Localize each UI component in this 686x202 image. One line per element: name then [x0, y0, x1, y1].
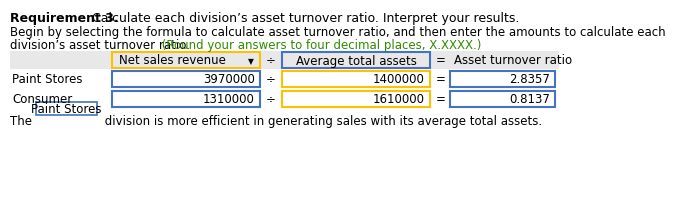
Text: 2.8357: 2.8357 — [509, 73, 550, 86]
Text: ÷: ÷ — [266, 93, 276, 106]
Bar — [450, 72, 555, 87]
Text: Net sales revenue: Net sales revenue — [119, 54, 226, 67]
Text: (Round your answers to four decimal places, X.XXXX.): (Round your answers to four decimal plac… — [158, 39, 482, 52]
Text: 1310000: 1310000 — [203, 93, 255, 106]
Text: ÷: ÷ — [266, 73, 276, 86]
Text: Calculate each division’s asset turnover ratio. Interpret your results.: Calculate each division’s asset turnover… — [88, 12, 519, 25]
Text: 1400000: 1400000 — [373, 73, 425, 86]
Bar — [10, 52, 559, 70]
Bar — [282, 92, 430, 107]
Text: Consumer: Consumer — [12, 93, 72, 106]
Text: =: = — [436, 54, 446, 67]
Bar — [282, 53, 430, 69]
Bar — [36, 102, 97, 115]
Text: 3970000: 3970000 — [203, 73, 255, 86]
Text: 1610000: 1610000 — [373, 93, 425, 106]
Text: ÷: ÷ — [266, 54, 276, 67]
Text: Paint Stores: Paint Stores — [32, 102, 102, 115]
Bar — [112, 72, 260, 87]
Text: Begin by selecting the formula to calculate asset turnover ratio, and then enter: Begin by selecting the formula to calcul… — [10, 26, 665, 39]
Bar — [450, 92, 555, 107]
Text: Average total assets: Average total assets — [296, 54, 416, 67]
Text: 0.8137: 0.8137 — [509, 93, 550, 106]
Text: division’s asset turnover ratio.: division’s asset turnover ratio. — [10, 39, 190, 52]
Text: =: = — [436, 93, 446, 106]
Text: =: = — [436, 73, 446, 86]
Bar — [112, 53, 260, 69]
Text: Requirement 3.: Requirement 3. — [10, 12, 119, 25]
Bar — [112, 92, 260, 107]
Text: division is more efficient in generating sales with its average total assets.: division is more efficient in generating… — [101, 115, 542, 127]
Text: The: The — [10, 115, 36, 127]
Text: ▼: ▼ — [248, 57, 254, 66]
Text: Paint Stores: Paint Stores — [12, 73, 82, 86]
Bar — [282, 72, 430, 87]
Text: Asset turnover ratio: Asset turnover ratio — [454, 54, 572, 67]
